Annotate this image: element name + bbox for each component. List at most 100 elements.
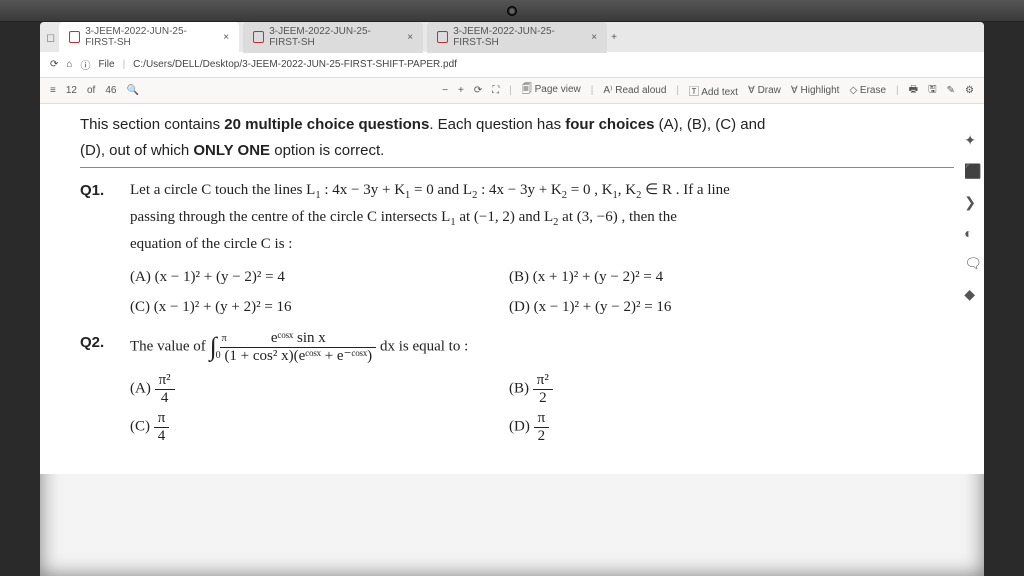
- fraction: eᶜᵒˢˣ sin x (1 + cos² x)(eᶜᵒˢˣ + e⁻ᶜᵒˢˣ): [220, 330, 376, 364]
- print-icon[interactable]: 🖶: [909, 82, 918, 99]
- zoom-out-button[interactable]: −: [442, 85, 448, 96]
- browser-tab[interactable]: 3-JEEM-2022-JUN-25-FIRST-SH ×: [59, 22, 239, 53]
- intro-text: . Each question has: [429, 116, 565, 133]
- page-current[interactable]: 12: [66, 85, 77, 96]
- choice-c: (C) π4: [130, 408, 509, 446]
- integral-sign: ∫π0: [210, 337, 217, 358]
- read-aloud-button[interactable]: A⁾ Read aloud: [603, 85, 666, 96]
- integral-lower: 0: [216, 352, 221, 360]
- add-text-button[interactable]: 🅃 Add text: [689, 83, 738, 98]
- erase-button[interactable]: ◇ Erase: [849, 85, 886, 96]
- q1-text: : 4x − 3y + K: [321, 182, 405, 198]
- q1-text: Let a circle C touch the lines L: [130, 182, 315, 198]
- menu-icon[interactable]: ≡: [50, 85, 56, 96]
- q1-text: ∈ R . If a line: [641, 182, 729, 198]
- pdf-icon: [69, 31, 80, 43]
- intro-text: (A), (B), (C) and: [654, 116, 765, 133]
- denominator: 4: [155, 390, 175, 407]
- close-icon[interactable]: ×: [223, 32, 229, 43]
- choice-d: (D) π2: [509, 408, 888, 446]
- rotate-button[interactable]: ⟳: [474, 85, 482, 96]
- tab-bar: ◻ 3-JEEM-2022-JUN-25-FIRST-SH × 3-JEEM-2…: [40, 22, 984, 52]
- denominator: 2: [534, 428, 550, 445]
- choice-a: (A) (x − 1)² + (y − 2)² = 4: [130, 263, 509, 293]
- q1-text: = 0 , K: [567, 182, 613, 198]
- section-intro: This section contains 20 multiple choice…: [80, 112, 954, 168]
- zoom-in-button[interactable]: +: [458, 85, 464, 96]
- reload-icon[interactable]: ⟳: [50, 59, 58, 70]
- denominator: 4: [154, 428, 170, 445]
- settings-icon[interactable]: ⚙: [965, 85, 974, 96]
- question-number: Q1.: [80, 178, 116, 257]
- pdf-toolbar: ≡ 12 of 46 🔍 − + ⟳ ⛶ | 🗐 Page view | A⁾ …: [40, 78, 984, 104]
- close-icon[interactable]: ×: [591, 32, 597, 43]
- divider: |: [509, 85, 512, 96]
- intro-bold: four choices: [565, 116, 654, 133]
- address-bar: ⟳ ⌂ ⓘ File | C:/Users/DELL/Desktop/3-JEE…: [40, 52, 984, 78]
- question-1: Q1. Let a circle C touch the lines L1 : …: [80, 178, 954, 257]
- intro-bold: ONLY ONE: [193, 142, 270, 159]
- q1-text: equation of the circle C is :: [130, 236, 292, 252]
- tab-label: 3-JEEM-2022-JUN-25-FIRST-SH: [269, 26, 402, 48]
- highlight-button[interactable]: ∀ Highlight: [791, 85, 840, 96]
- denominator: (1 + cos² x)(eᶜᵒˢˣ + e⁻ᶜᵒˢˣ): [220, 348, 376, 365]
- sidebar-icon[interactable]: 🗨: [964, 255, 982, 272]
- sidebar-icon[interactable]: ✦: [964, 132, 982, 149]
- draw-button[interactable]: ∀ Draw: [748, 85, 781, 96]
- choice-label: (A): [130, 381, 155, 397]
- choice-a: (A) π²4: [130, 370, 509, 408]
- sidebar-icon[interactable]: ❯: [964, 194, 982, 211]
- save-icon[interactable]: 🖫: [928, 82, 937, 99]
- laptop-lid: [0, 0, 1024, 22]
- url-path[interactable]: C:/Users/DELL/Desktop/3-JEEM-2022-JUN-25…: [133, 59, 457, 70]
- home-icon[interactable]: ⌂: [66, 59, 72, 70]
- page-view-button[interactable]: 🗐 Page view: [522, 82, 581, 99]
- q2-choices: (A) π²4 (B) π²2 (C) π4 (D) π2: [130, 370, 954, 446]
- q1-text: passing through the centre of the circle…: [130, 209, 450, 225]
- numerator: eᶜᵒˢˣ sin x: [220, 330, 376, 348]
- sidebar-icon[interactable]: ◐: [964, 225, 982, 241]
- intro-bold: 20 multiple choice questions: [224, 116, 429, 133]
- sidebar-icon[interactable]: ◆: [964, 286, 982, 303]
- fraction: π²2: [533, 372, 553, 406]
- pdf-icon: [253, 31, 264, 43]
- tab-label: 3-JEEM-2022-JUN-25-FIRST-SH: [453, 26, 586, 48]
- pdf-page: This section contains 20 multiple choice…: [40, 104, 984, 474]
- page-total: 46: [105, 85, 116, 96]
- browser-tab[interactable]: 3-JEEM-2022-JUN-25-FIRST-SH ×: [243, 22, 423, 53]
- q1-text: at (3, −6) , then the: [558, 209, 676, 225]
- fit-button[interactable]: ⛶: [492, 85, 499, 96]
- q1-text: : 4x − 3y + K: [477, 182, 561, 198]
- fraction: π²4: [155, 372, 175, 406]
- denominator: 2: [533, 390, 553, 407]
- sidebar-icon[interactable]: ⬛: [964, 163, 982, 180]
- choice-label: (D): [509, 419, 534, 435]
- browser-window: ◻ 3-JEEM-2022-JUN-25-FIRST-SH × 3-JEEM-2…: [40, 22, 984, 576]
- numerator: π: [534, 410, 550, 428]
- question-2: Q2. The value of ∫π0 eᶜᵒˢˣ sin x (1 + co…: [80, 330, 954, 364]
- new-tab-button[interactable]: +: [611, 32, 617, 43]
- info-icon[interactable]: ⓘ: [80, 57, 90, 72]
- search-icon[interactable]: 🔍: [126, 85, 138, 96]
- divider: |: [676, 85, 679, 96]
- page-sep: of: [87, 85, 95, 96]
- fraction: π2: [534, 410, 550, 444]
- share-icon[interactable]: ✎: [947, 85, 955, 96]
- intro-text: (D), out of which: [80, 142, 193, 159]
- q2-lead: The value of: [130, 339, 210, 355]
- numerator: π²: [533, 372, 553, 390]
- browser-tab[interactable]: 3-JEEM-2022-JUN-25-FIRST-SH ×: [427, 22, 607, 53]
- intro-text: This section contains: [80, 116, 224, 133]
- choice-d: (D) (x − 1)² + (y − 2)² = 16: [509, 293, 888, 323]
- divider: |: [591, 85, 594, 96]
- question-body: The value of ∫π0 eᶜᵒˢˣ sin x (1 + cos² x…: [130, 330, 954, 364]
- webcam: [507, 6, 517, 16]
- close-icon[interactable]: ×: [407, 32, 413, 43]
- integral-upper: π: [222, 335, 227, 343]
- choice-label: (B): [509, 381, 533, 397]
- q2-tail: dx is equal to :: [380, 339, 468, 355]
- window-controls-icon[interactable]: ◻: [46, 31, 55, 44]
- q1-text: , K: [618, 182, 636, 198]
- question-body: Let a circle C touch the lines L1 : 4x −…: [130, 178, 954, 257]
- choice-b: (B) π²2: [509, 370, 888, 408]
